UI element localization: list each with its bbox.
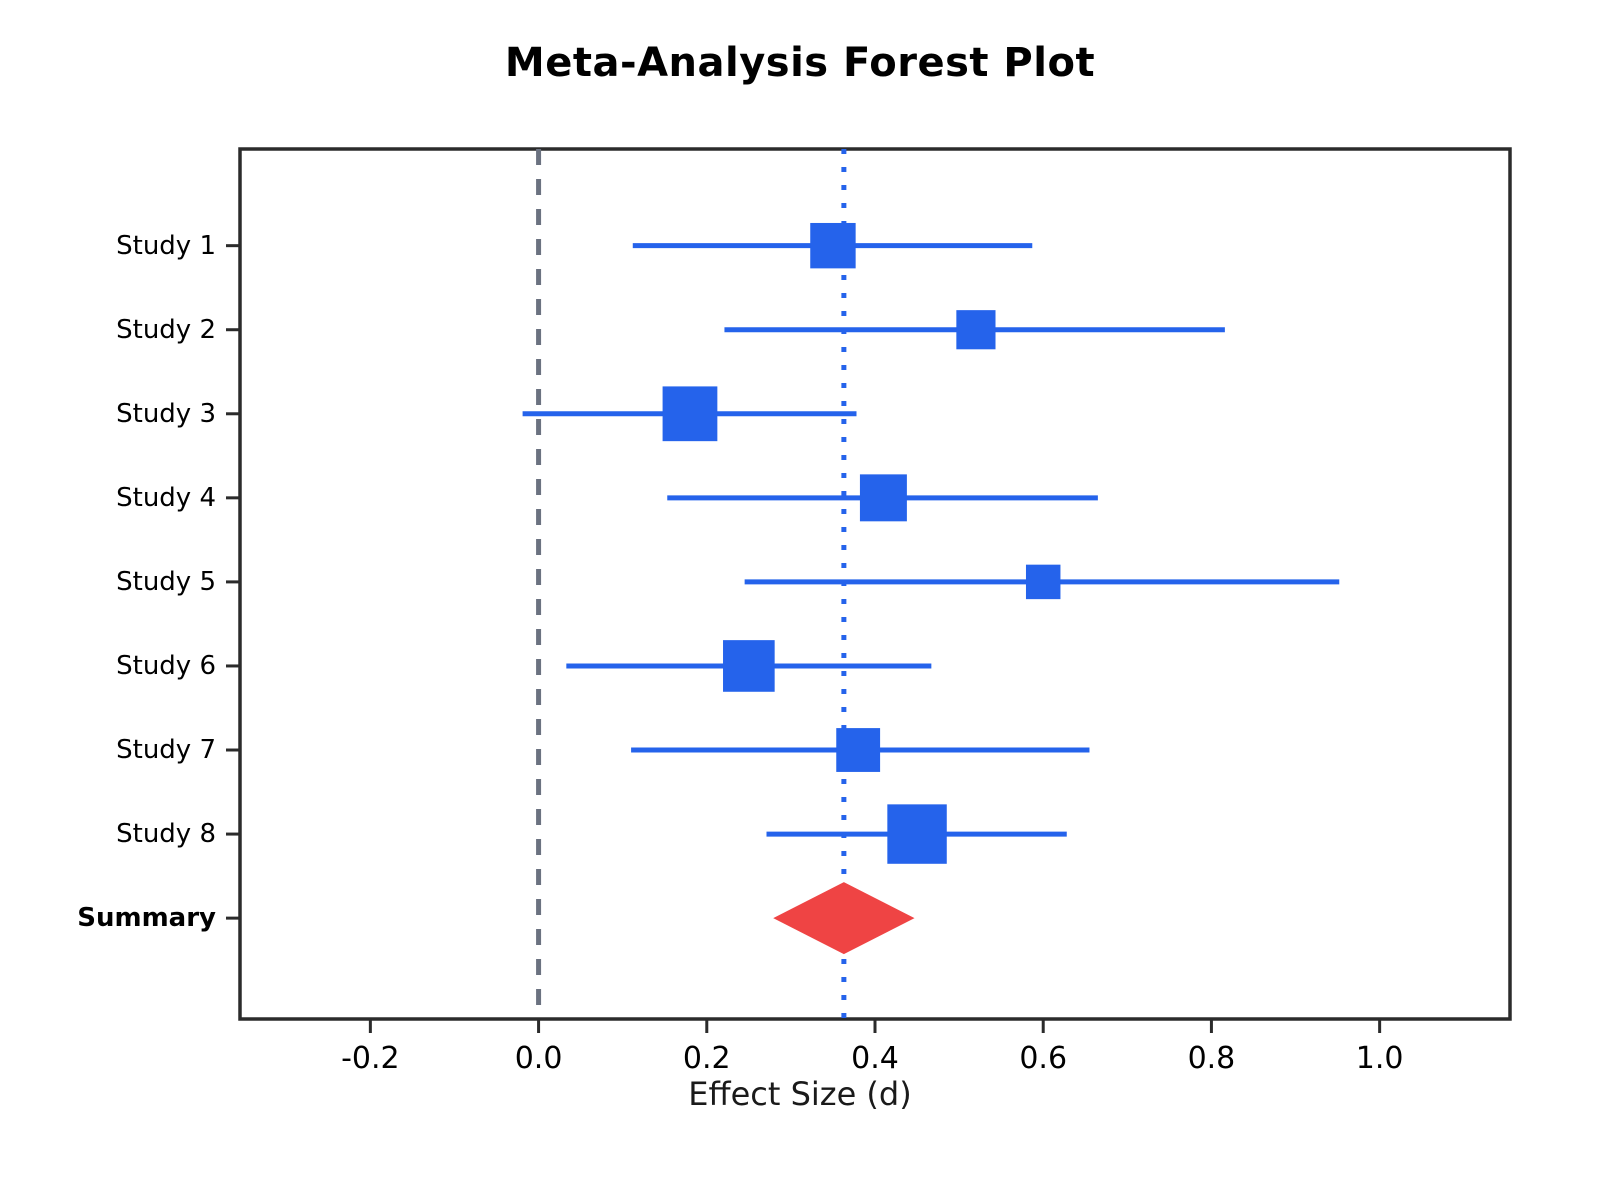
y-tick-label-study-6: Study 6 xyxy=(116,650,216,681)
effect-size-marker[interactable] xyxy=(859,474,907,522)
x-tick-label: 0.2 xyxy=(682,1041,731,1076)
y-tick-label-study-7: Study 7 xyxy=(116,735,216,765)
x-axis-title: Effect Size (d) xyxy=(688,1075,912,1113)
x-tick-label: 0.4 xyxy=(851,1041,899,1076)
y-tick-label-study-2: Study 2 xyxy=(116,314,216,345)
y-tick-label-study-1: Study 1 xyxy=(116,230,216,261)
effect-size-marker[interactable] xyxy=(662,386,718,442)
summary-diamond[interactable] xyxy=(773,882,915,955)
effect-size-marker[interactable] xyxy=(887,804,947,864)
y-tick-label-summary: Summary xyxy=(77,903,216,934)
effect-size-marker[interactable] xyxy=(1025,564,1061,600)
x-tick-label: 1.0 xyxy=(1355,1041,1404,1076)
y-tick-label-study-3: Study 3 xyxy=(116,398,216,429)
x-tick-label: 0.6 xyxy=(1019,1041,1068,1076)
effect-size-marker[interactable] xyxy=(810,222,856,269)
x-tick-label: 0.0 xyxy=(514,1041,563,1076)
y-tick-label-study-8: Study 8 xyxy=(116,819,216,850)
x-tick-label: -0.2 xyxy=(341,1041,400,1076)
effect-size-marker[interactable] xyxy=(723,640,775,692)
page-title: Meta-Analysis Forest Plot xyxy=(504,40,1096,86)
y-tick-label-study-5: Study 5 xyxy=(116,566,216,597)
y-tick-label-study-4: Study 4 xyxy=(116,482,216,513)
effect-size-marker[interactable] xyxy=(956,310,996,350)
effect-size-marker[interactable] xyxy=(836,728,881,772)
x-tick-label: 0.8 xyxy=(1187,1041,1236,1076)
